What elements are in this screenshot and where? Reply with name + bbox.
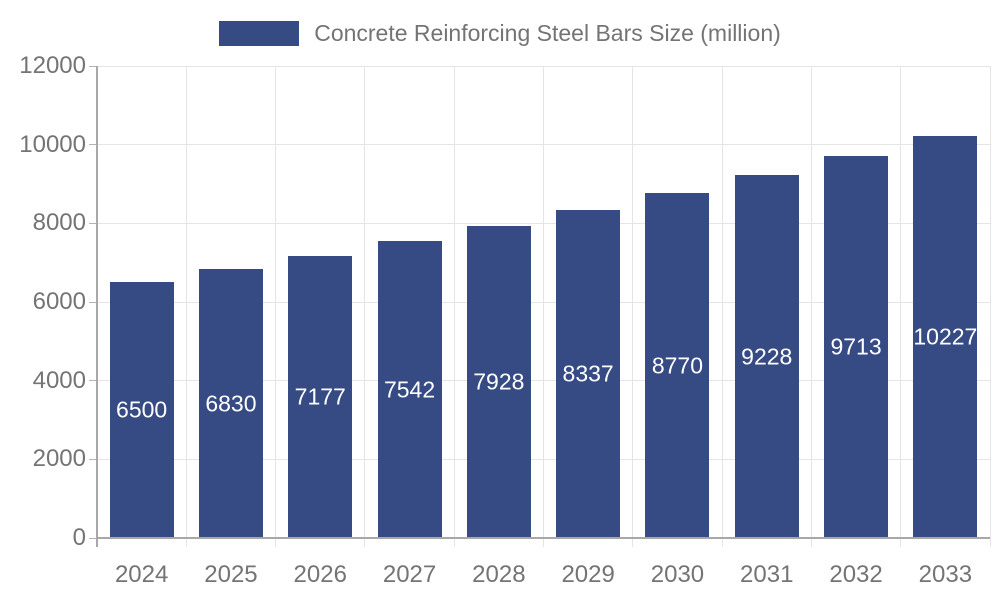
y-tick (89, 65, 97, 67)
x-tick-label: 2027 (382, 561, 437, 588)
gridline-horizontal (97, 380, 990, 382)
bar-value-label: 6500 (116, 396, 168, 423)
bar-value-label: 9228 (741, 343, 793, 370)
gridline-horizontal (97, 458, 990, 460)
bar-value-label: 10227 (913, 323, 978, 350)
y-tick-label: 12000 (19, 52, 86, 79)
gridline-horizontal (97, 144, 990, 146)
y-tick-label: 0 (72, 524, 86, 551)
y-tick (89, 380, 97, 382)
bar[interactable] (198, 269, 263, 538)
x-tick-label: 2032 (829, 561, 883, 588)
y-tick (89, 222, 97, 224)
bar[interactable] (109, 282, 174, 538)
bar-value-label: 8337 (562, 360, 614, 387)
gridline-vertical (900, 66, 902, 547)
bar[interactable] (824, 155, 889, 538)
y-tick-label: 8000 (32, 209, 86, 237)
y-tick (89, 301, 97, 303)
x-tick-label: 2029 (561, 561, 615, 588)
x-tick-label: 2024 (114, 561, 169, 588)
bar-value-label: 7542 (383, 376, 436, 403)
y-tick-label: 4000 (32, 366, 86, 394)
legend-label: Concrete Reinforcing Steel Bars Size (mi… (314, 19, 781, 46)
bar-value-label: 9713 (830, 333, 882, 360)
bar[interactable] (645, 193, 710, 538)
gridline-vertical (989, 66, 991, 547)
bar[interactable] (913, 135, 978, 538)
gridline-horizontal (97, 222, 990, 224)
gridline-vertical (185, 66, 187, 547)
y-tick (89, 458, 97, 460)
x-tick-label: 2025 (204, 561, 258, 588)
gridline-vertical (453, 66, 455, 547)
x-tick-label: 2031 (740, 561, 794, 588)
bar-value-label: 7928 (473, 368, 525, 395)
y-tick-label: 6000 (32, 288, 86, 315)
x-tick-label: 2033 (918, 561, 973, 588)
x-tick-label: 2028 (472, 561, 526, 588)
bar[interactable] (734, 175, 799, 538)
gridline-horizontal (97, 301, 990, 303)
bar[interactable] (288, 255, 353, 538)
legend[interactable]: Concrete Reinforcing Steel Bars Size (mi… (0, 16, 1000, 50)
bar-value-label: 7177 (294, 383, 346, 410)
y-axis-line (96, 66, 98, 547)
legend-swatch (219, 20, 300, 46)
bar[interactable] (556, 210, 621, 538)
gridline-vertical (810, 66, 812, 547)
gridline-vertical (632, 66, 634, 547)
bar-value-label: 6830 (205, 390, 257, 417)
bar-value-label: 8770 (651, 352, 704, 379)
y-tick-label: 2000 (32, 445, 86, 473)
bar[interactable] (466, 226, 531, 538)
x-tick-label: 2026 (293, 561, 347, 588)
gridline-vertical (721, 66, 723, 547)
gridline-horizontal (97, 65, 990, 67)
x-tick-label: 2030 (650, 561, 705, 588)
gridline-vertical (543, 66, 544, 547)
x-axis-line (97, 537, 990, 539)
y-tick (89, 144, 97, 146)
y-tick-label: 10000 (19, 130, 86, 158)
bar[interactable] (377, 241, 442, 538)
gridline-vertical (275, 66, 277, 547)
gridline-vertical (364, 66, 366, 547)
y-tick (89, 537, 97, 539)
